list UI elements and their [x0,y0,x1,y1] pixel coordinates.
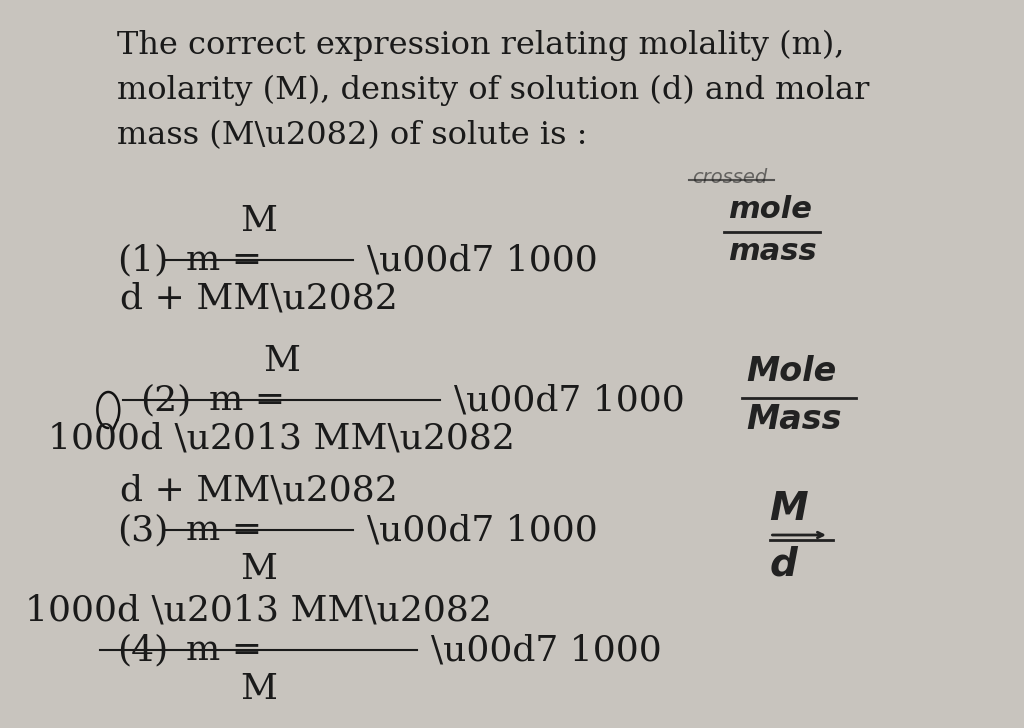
Text: \u00d7 1000: \u00d7 1000 [454,383,684,417]
Text: M: M [263,344,300,378]
Text: mass (M\u2082) of solute is :: mass (M\u2082) of solute is : [118,120,588,151]
Text: mass: mass [728,237,817,266]
Text: M: M [770,490,808,528]
Text: \u00d7 1000: \u00d7 1000 [431,633,662,667]
Text: m =: m = [209,383,285,417]
Text: d + MM\u2082: d + MM\u2082 [120,282,397,316]
Text: M: M [241,552,278,586]
Text: m =: m = [185,633,262,667]
Text: molarity (M), density of solution (d) and molar: molarity (M), density of solution (d) an… [118,75,869,106]
Text: mole: mole [728,195,812,224]
Text: d + MM\u2082: d + MM\u2082 [120,474,397,508]
Text: Mass: Mass [746,403,842,436]
Text: 1000d \u2013 MM\u2082: 1000d \u2013 MM\u2082 [26,594,493,628]
Text: d: d [770,545,798,583]
Text: 1000d \u2013 MM\u2082: 1000d \u2013 MM\u2082 [48,422,515,456]
Text: \u00d7 1000: \u00d7 1000 [367,243,598,277]
Text: m =: m = [185,513,262,547]
Text: M: M [241,204,278,238]
Text: crossed: crossed [692,168,767,187]
Text: M: M [241,672,278,706]
Text: The correct expression relating molality (m),: The correct expression relating molality… [118,30,845,61]
Text: (1): (1) [118,243,169,277]
Text: (2): (2) [140,383,191,417]
Text: (3): (3) [118,513,169,547]
Text: \u00d7 1000: \u00d7 1000 [367,513,598,547]
Text: m =: m = [185,243,262,277]
Text: Mole: Mole [746,355,837,388]
Text: (4): (4) [118,633,169,667]
